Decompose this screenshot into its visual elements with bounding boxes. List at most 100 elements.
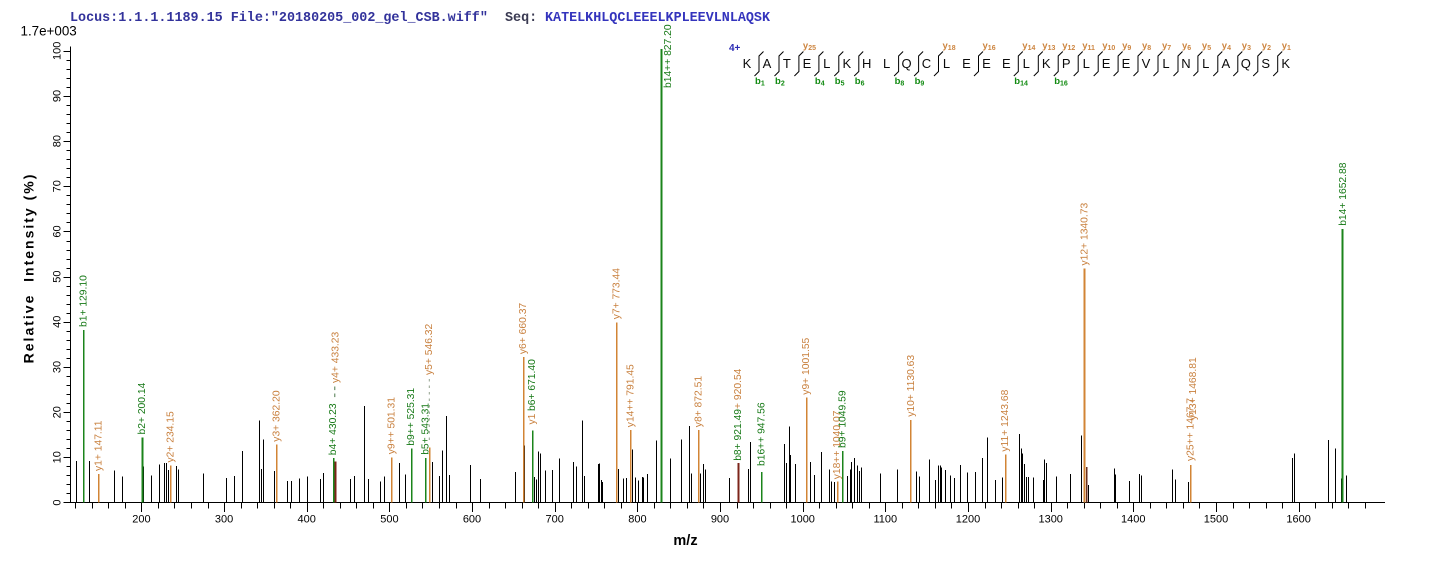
svg-text:K: K [743,56,752,71]
svg-text:P: P [1062,56,1071,71]
svg-text:y7: y7 [1162,41,1171,53]
svg-text:60: 60 [52,225,64,237]
svg-text:L: L [1162,56,1169,71]
svg-text:b9++ 525.31: b9++ 525.31 [406,388,417,446]
svg-text:y4: y4 [1222,41,1231,53]
svg-text:b4+ 430.23: b4+ 430.23 [328,403,339,455]
svg-text:E: E [1002,56,1011,71]
svg-text:C: C [922,56,931,71]
svg-text:y12+ 1340.73: y12+ 1340.73 [1080,203,1091,266]
svg-text:y9+ 1001.55: y9+ 1001.55 [801,337,812,394]
svg-text:E: E [803,56,812,71]
svg-text:b1: b1 [755,76,765,88]
svg-text:b8+ 921.49+ 920.54: b8+ 921.49+ 920.54 [733,368,744,460]
svg-text:y3+ 362.20: y3+ 362.20 [272,390,283,442]
svg-text:b9: b9 [915,76,925,88]
svg-text:y18++ 1040.07: y18++ 1040.07 [832,410,843,479]
svg-text:y1: y1 [1282,41,1291,53]
svg-text:A: A [763,56,772,71]
svg-text:700: 700 [546,514,564,526]
svg-text:b6+ 671.40: b6+ 671.40 [527,359,538,411]
svg-text:Q: Q [902,56,912,71]
svg-text:y10+ 1130.63: y10+ 1130.63 [906,355,917,417]
svg-text:300: 300 [215,514,233,526]
svg-text:y6+ 660.37: y6+ 660.37 [518,303,529,355]
svg-text:1000: 1000 [790,514,814,526]
svg-text:y12: y12 [1062,41,1075,53]
svg-text:y14: y14 [1022,41,1035,53]
svg-text:A: A [1221,56,1230,71]
svg-text:b16: b16 [1054,76,1068,88]
svg-text:KATELKHLQCLEEELKPLEEVLNLAQSK: KATELKHLQCLEEELKPLEEVLNLAQSK [545,11,771,26]
svg-text:E: E [962,56,971,71]
svg-text:b14: b14 [1014,76,1028,88]
svg-text:y7+ 773.44: y7+ 773.44 [611,268,622,320]
svg-text:H: H [862,56,871,71]
svg-text:y25: y25 [803,41,816,53]
svg-text:1500: 1500 [1204,514,1228,526]
svg-text:L: L [823,56,830,71]
svg-text:20: 20 [52,406,64,418]
svg-text:90: 90 [52,90,64,102]
svg-text:80: 80 [52,135,64,147]
svg-text:y2: y2 [1262,41,1271,53]
svg-text:b14+ 1652.88: b14+ 1652.88 [1338,162,1349,226]
svg-text:y6: y6 [1182,41,1191,53]
svg-text:b6: b6 [855,76,865,88]
svg-text:600: 600 [463,514,481,526]
svg-text:y5: y5 [1202,41,1211,53]
svg-text:4+: 4+ [729,43,741,54]
svg-text:y5+ 546.32: y5+ 546.32 [424,323,435,375]
svg-text:900: 900 [711,514,729,526]
svg-text:m/z: m/z [673,533,697,549]
svg-text:y11: y11 [1082,41,1095,53]
svg-text:K: K [1042,56,1051,71]
svg-text:L: L [1083,56,1090,71]
svg-text:y9: y9 [1122,41,1131,53]
svg-text:1600: 1600 [1286,514,1310,526]
svg-text:1400: 1400 [1121,514,1145,526]
svg-text:70: 70 [52,180,64,192]
svg-text:400: 400 [298,514,316,526]
svg-text:b5: b5 [835,76,845,88]
svg-text:y8: y8 [1142,41,1151,53]
svg-text:Relative Intensity (%): Relative Intensity (%) [21,173,37,364]
svg-text:b4: b4 [815,76,825,88]
svg-text:K: K [842,56,851,71]
svg-text:b5+ 543.31: b5+ 543.31 [421,403,432,455]
svg-text:1.7e+003: 1.7e+003 [21,23,77,38]
svg-text:L: L [943,56,950,71]
svg-text:V: V [1142,56,1151,71]
svg-text:0: 0 [52,499,64,505]
svg-text:L: L [883,56,890,71]
svg-text:1100: 1100 [873,514,897,526]
svg-text:y13+ 1468.81: y13+ 1468.81 [1188,357,1199,420]
svg-text:L: L [1023,56,1030,71]
svg-text:b14++ 827.20: b14++ 827.20 [663,24,674,88]
svg-text:y25++ 1467.7: y25++ 1467.7 [1185,398,1196,461]
svg-text:E: E [982,56,991,71]
svg-text:Seq:: Seq: [505,11,537,26]
svg-text:N: N [1181,56,1190,71]
svg-text:E: E [1122,56,1131,71]
svg-text:40: 40 [52,316,64,328]
svg-text:b9+ 1049.59: b9+ 1049.59 [838,390,849,448]
svg-text:y1: y1 [527,413,538,424]
svg-text:b16++ 947.56: b16++ 947.56 [756,402,767,466]
svg-text:y11+ 1243.68: y11+ 1243.68 [1000,389,1011,451]
svg-text:50: 50 [52,270,64,282]
svg-text:30: 30 [52,361,64,373]
svg-text:b2: b2 [775,76,785,88]
svg-text:Locus:1.1.1.1189.15 File:"2018: Locus:1.1.1.1189.15 File:"20180205_002_g… [70,11,488,26]
svg-text:y4+ 433.23: y4+ 433.23 [331,331,342,383]
svg-text:b1+ 129.10: b1+ 129.10 [79,275,90,327]
svg-text:y13: y13 [1042,41,1055,53]
svg-text:y14++ 791.45: y14++ 791.45 [626,364,637,427]
svg-text:y3: y3 [1242,41,1251,53]
svg-text:500: 500 [380,514,398,526]
svg-text:y18: y18 [943,41,956,53]
svg-text:100: 100 [52,42,64,60]
svg-text:b2+ 200.14: b2+ 200.14 [137,382,148,434]
svg-text:10: 10 [52,451,64,463]
svg-text:1200: 1200 [956,514,980,526]
